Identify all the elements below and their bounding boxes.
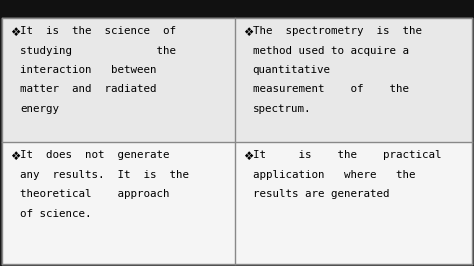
Text: spectrum.: spectrum. [253, 104, 311, 114]
Text: application   where   the: application where the [253, 170, 415, 180]
Text: quantitative: quantitative [253, 65, 331, 75]
Text: ❖: ❖ [10, 26, 20, 39]
Text: ❖: ❖ [243, 26, 253, 39]
Text: theoretical    approach: theoretical approach [20, 189, 170, 199]
Bar [235, 142, 472, 264]
Text: It  does  not  generate: It does not generate [20, 150, 170, 160]
Text: measurement    of    the: measurement of the [253, 85, 409, 94]
Text: The  spectrometry  is  the: The spectrometry is the [253, 26, 422, 36]
Text: any  results.  It  is  the: any results. It is the [20, 170, 189, 180]
Bar [2, 18, 235, 142]
Text: ❖: ❖ [243, 150, 253, 163]
Text: matter  and  radiated: matter and radiated [20, 85, 156, 94]
Bar [2, 142, 235, 264]
Text: method used to acquire a: method used to acquire a [253, 45, 409, 56]
Text: It  is  the  science  of: It is the science of [20, 26, 176, 36]
Text: studying             the: studying the [20, 45, 176, 56]
Bar [235, 18, 472, 142]
Text: of science.: of science. [20, 209, 91, 219]
Text: results are generated: results are generated [253, 189, 389, 199]
Text: ❖: ❖ [10, 150, 20, 163]
Bar [0, 0, 474, 18]
Text: It     is    the    practical: It is the practical [253, 150, 441, 160]
Text: interaction   between: interaction between [20, 65, 156, 75]
Text: energy: energy [20, 104, 59, 114]
